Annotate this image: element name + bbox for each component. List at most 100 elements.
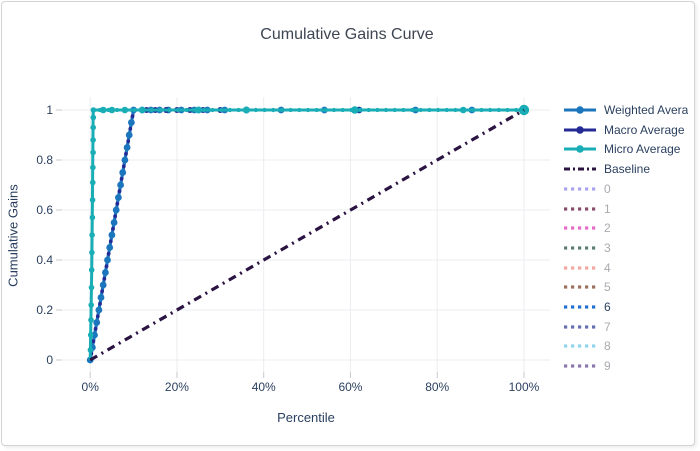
trace-marker: [115, 201, 120, 206]
trace-marker: [121, 106, 129, 114]
trace-marker: [117, 181, 124, 189]
trace-marker: [90, 179, 96, 186]
chart-title: Cumulative Gains Curve: [260, 26, 434, 43]
trace-marker: [351, 106, 359, 114]
legend-item-4[interactable]: 4: [563, 258, 611, 278]
legend-item-7[interactable]: 7: [563, 317, 611, 337]
legend-label: 8: [604, 339, 611, 354]
x-axis-title: Percentile: [277, 410, 335, 425]
legend-label: Micro Average: [604, 142, 681, 157]
trace-marker: [505, 107, 510, 113]
trace-marker: [106, 244, 114, 251]
trace-marker: [427, 107, 432, 113]
legend-swatch-icon: [564, 226, 596, 230]
legend-label: 2: [604, 221, 611, 236]
y-tick-label: 0.2: [36, 303, 53, 317]
trace-marker: [279, 107, 284, 113]
trace-marker: [128, 126, 133, 131]
trace-marker: [89, 232, 95, 238]
trace-marker: [195, 106, 203, 114]
y-tick-label: 0: [46, 353, 53, 367]
legend-item-2[interactable]: 2: [563, 218, 611, 238]
trace-marker: [108, 106, 116, 114]
legend-label: 6: [604, 300, 611, 314]
trace-marker: [366, 107, 371, 113]
trace-marker: [112, 206, 120, 214]
x-tick-label: 40%: [252, 380, 276, 394]
legend-swatch-icon: [564, 265, 596, 270]
legend-swatch-icon: [564, 364, 596, 368]
legend-item-9[interactable]: 9: [563, 356, 611, 376]
trace-marker: [375, 107, 380, 113]
trace-marker: [87, 347, 94, 353]
trace-marker: [108, 239, 113, 244]
trace-marker: [453, 107, 458, 113]
legend-label: 9: [604, 359, 611, 374]
trace-marker: [444, 107, 449, 113]
legend-item-5[interactable]: 5: [563, 277, 611, 297]
trace-marker: [125, 131, 133, 139]
trace-marker: [132, 107, 137, 113]
legend-label: 0: [604, 181, 611, 196]
trace-marker: [514, 107, 519, 113]
trace-marker: [340, 107, 345, 113]
trace-marker: [167, 107, 172, 113]
legend-label: 3: [604, 240, 611, 255]
y-tick-label: 0.6: [36, 203, 53, 217]
trace-marker: [95, 314, 100, 319]
trace-marker: [121, 156, 129, 164]
trace-marker: [90, 114, 97, 121]
trace-marker: [119, 176, 124, 181]
legend-item-micro-average[interactable]: Micro Average: [563, 139, 680, 159]
legend-item-3[interactable]: 3: [563, 238, 611, 258]
legend-item-6[interactable]: 6: [563, 297, 611, 317]
trace-marker: [98, 301, 102, 306]
legend-item-baseline[interactable]: Baseline: [563, 159, 650, 179]
trace-marker: [117, 189, 122, 194]
trace-marker: [115, 194, 122, 201]
trace-marker: [236, 107, 241, 113]
trace-marker: [100, 289, 104, 294]
trace-marker: [90, 107, 97, 113]
legend-item-8[interactable]: 8: [563, 336, 611, 356]
trace-marker: [99, 106, 107, 114]
trace-marker: [271, 107, 276, 113]
legend-item-0[interactable]: 0: [563, 179, 611, 199]
trace-marker: [99, 281, 107, 289]
trace-marker: [288, 107, 293, 113]
legend-item-weighted-avera[interactable]: Weighted Avera: [563, 100, 688, 120]
trace-marker: [227, 107, 232, 113]
x-tick-label: 80%: [425, 380, 449, 394]
legend-label: 4: [604, 260, 611, 275]
trace-marker: [418, 107, 423, 113]
y-axis-title: Cumulative Gains: [5, 184, 21, 287]
legend-label: 1: [604, 201, 611, 216]
trace-marker: [93, 319, 101, 326]
trace-marker: [111, 226, 115, 231]
trace-marker: [110, 219, 118, 226]
trace-marker: [108, 231, 116, 239]
legend-swatch-icon: [564, 106, 596, 114]
legend-item-macro-average[interactable]: Macro Average: [563, 120, 685, 140]
legend-label: Baseline: [604, 162, 651, 177]
trace-marker: [201, 107, 206, 113]
legend-item-1[interactable]: 1: [563, 199, 611, 219]
legend-swatch-icon: [564, 206, 596, 211]
legend-swatch-icon: [564, 305, 596, 309]
trace-marker: [90, 124, 96, 131]
trace-marker: [123, 144, 131, 151]
legend-label: Macro Average: [604, 122, 685, 137]
trace-marker: [90, 149, 96, 156]
trace-marker: [115, 107, 120, 113]
trace-marker: [242, 106, 250, 114]
trace-marker: [119, 169, 127, 176]
trace-marker: [106, 251, 111, 256]
x-tick-label: 100%: [509, 380, 540, 394]
legend-swatch-icon: [564, 167, 596, 171]
trace-marker: [436, 107, 441, 113]
trace-marker: [305, 107, 311, 113]
trace-marker: [331, 107, 337, 113]
trace-line: [89, 108, 525, 362]
